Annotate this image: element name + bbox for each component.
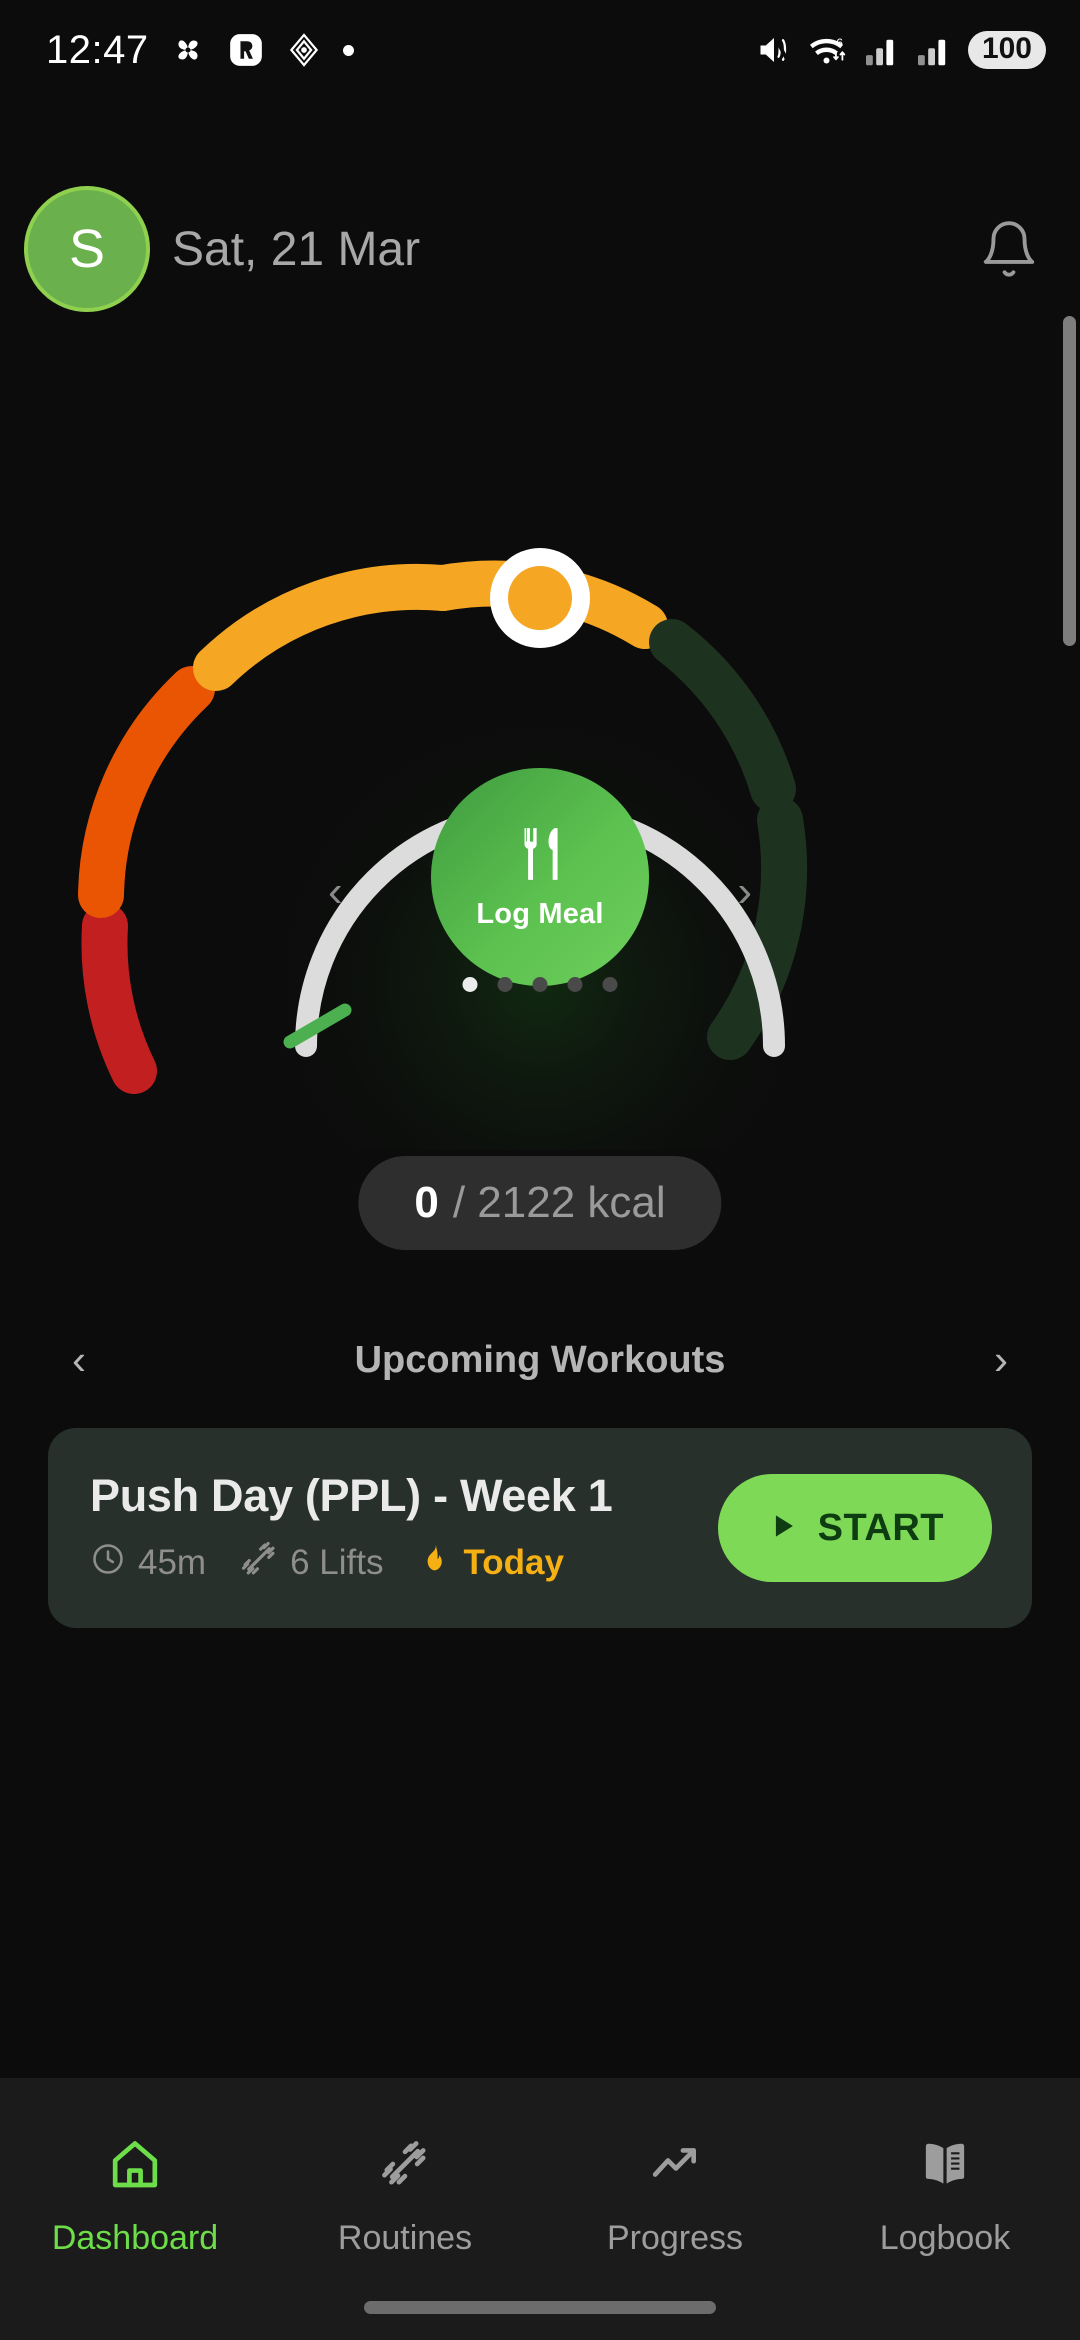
gesture-bar[interactable] — [364, 2301, 716, 2314]
gauge-thumb-icon — [490, 548, 590, 648]
status-bar-clock: 12:47 — [46, 27, 149, 72]
carousel-dot-5[interactable] — [602, 977, 618, 992]
carousel-dots — [462, 977, 618, 992]
upcoming-workouts-header: ‹ Upcoming Workouts › — [0, 1322, 1080, 1398]
dumbbell-icon — [377, 2136, 433, 2197]
calories-goal: / 2122 kcal — [452, 1178, 666, 1227]
workout-duration: 45m — [90, 1541, 206, 1586]
workout-lifts: 6 Lifts — [240, 1540, 383, 1587]
log-meal-label: Log Meal — [476, 898, 604, 930]
workout-card[interactable]: Push Day (PPL) - Week 1 45m — [48, 1428, 1032, 1628]
workout-schedule-label: Today — [463, 1543, 564, 1582]
nav-label-progress: Progress — [606, 2219, 744, 2257]
gauge-start-marker — [283, 1003, 352, 1049]
start-workout-button[interactable]: START — [717, 1474, 992, 1582]
gauge-arcs — [78, 547, 870, 1150]
nav-item-logbook[interactable]: Logbook — [810, 2136, 1080, 2258]
carousel-dot-1[interactable] — [462, 977, 478, 992]
calories-consumed: 0 — [414, 1178, 439, 1227]
gauge-prev-button[interactable]: ‹ — [328, 867, 343, 916]
signal-bars-2-icon — [916, 33, 954, 67]
status-bar-left: 12:47 — [46, 28, 354, 73]
diamond-app-icon — [285, 31, 323, 69]
workouts-prev-button[interactable]: ‹ — [72, 1336, 86, 1383]
dumbbell-icon — [240, 1540, 278, 1587]
workout-meta: 45m 6 Lifts — [90, 1540, 718, 1587]
workouts-next-button[interactable]: › — [993, 1336, 1008, 1383]
section-title: Upcoming Workouts — [354, 1338, 726, 1381]
nav-item-progress[interactable]: Progress — [540, 2136, 810, 2258]
status-bar-right: 6 100 — [756, 31, 1046, 69]
bottom-navigation: Dashboard Routines Progress — [0, 2078, 1080, 2340]
battery-level: 100 — [967, 31, 1046, 69]
clock-icon — [90, 1541, 126, 1586]
carousel-dot-4[interactable] — [567, 977, 583, 992]
workout-card-info: Push Day (PPL) - Week 1 45m — [90, 1470, 718, 1587]
open-book-icon — [917, 2136, 973, 2197]
nav-label-routines: Routines — [337, 2219, 473, 2257]
status-bar: 12:47 — [0, 0, 1080, 100]
start-button-label: START — [817, 1506, 944, 1549]
page-scrollbar[interactable] — [1063, 316, 1076, 646]
carousel-dot-2[interactable] — [497, 977, 513, 992]
carousel-dot-3[interactable] — [532, 977, 548, 992]
trending-up-icon — [647, 2136, 703, 2197]
vibrate-mute-icon — [756, 32, 792, 68]
flame-icon — [417, 1542, 451, 1585]
calorie-summary-pill[interactable]: 0 / 2122 kcal — [358, 1156, 722, 1250]
wifi-6-icon: 6 — [806, 32, 850, 68]
home-icon — [107, 2136, 163, 2197]
nav-label-dashboard: Dashboard — [51, 2219, 219, 2257]
dot-indicator — [342, 44, 354, 56]
workout-schedule: Today — [417, 1542, 564, 1585]
workout-title: Push Day (PPL) - Week 1 — [90, 1469, 613, 1521]
notification-bell-icon[interactable] — [978, 218, 1040, 280]
svg-text:6: 6 — [836, 36, 843, 50]
calorie-gauge[interactable]: Log Meal ‹ › — [0, 330, 1080, 1150]
workout-duration-label: 45m — [138, 1543, 207, 1582]
r-app-icon — [227, 31, 265, 69]
avatar-initial: S — [68, 219, 106, 279]
fan-icon — [169, 31, 207, 69]
nav-item-dashboard[interactable]: Dashboard — [0, 2136, 270, 2258]
signal-bars-1-icon — [864, 33, 902, 67]
log-meal-button[interactable]: Log Meal — [431, 768, 649, 986]
play-icon — [766, 1509, 800, 1548]
avatar[interactable]: S — [24, 186, 150, 312]
nav-item-routines[interactable]: Routines — [270, 2136, 540, 2258]
fork-knife-icon — [509, 823, 571, 890]
page-title: Sat, 21 Mar — [172, 222, 421, 276]
workout-lifts-label: 6 Lifts — [290, 1543, 384, 1582]
nav-label-logbook: Logbook — [879, 2219, 1011, 2257]
gauge-next-button[interactable]: › — [737, 867, 752, 916]
app-header: S Sat, 21 Mar — [0, 186, 1080, 312]
